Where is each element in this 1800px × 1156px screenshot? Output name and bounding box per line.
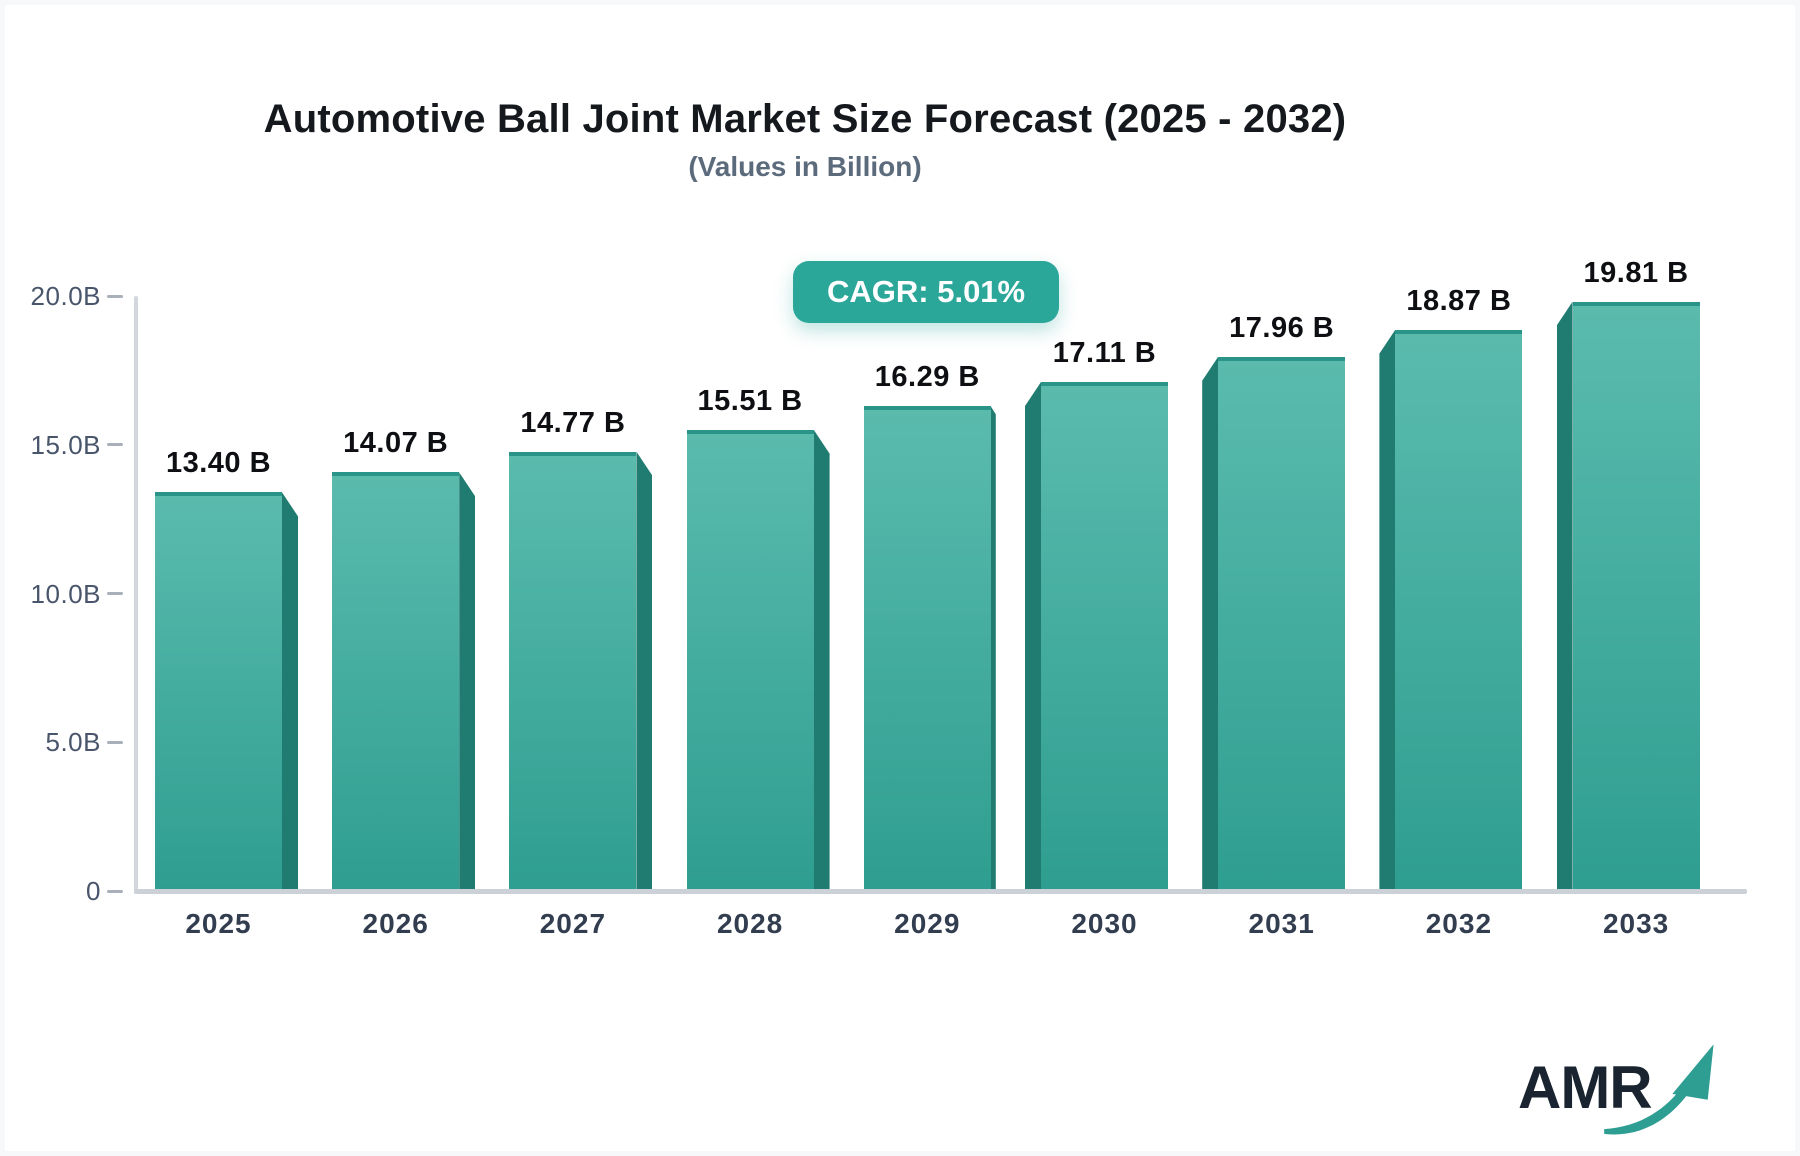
- y-axis-label: 10.0B: [30, 578, 101, 609]
- x-axis-label: 2028: [716, 908, 784, 939]
- bar-3d-side: [459, 472, 476, 891]
- bar-2026: [332, 472, 460, 891]
- bar-value-label: 17.96 B: [1229, 311, 1335, 344]
- x-axis-label: 2026: [362, 908, 429, 939]
- cagr-badge: CAGR: 5.01%: [793, 261, 1060, 323]
- bar-value-label: 18.87 B: [1406, 284, 1512, 317]
- bar-value-label: 15.51 B: [697, 384, 803, 417]
- bar-2025: [155, 492, 282, 891]
- bar-value-label: 17.11 B: [1052, 336, 1157, 369]
- growth-arrow-icon: [1604, 1044, 1714, 1135]
- bar-chart-plot-area: 0 5.0B 10.0B 15.0B 20.0B 13.40 B 2025 14.07 B 20…: [5, 5, 1795, 1151]
- bar-2033: [1572, 301, 1700, 891]
- y-axis-label: 15.0B: [30, 429, 101, 460]
- x-axis-label: 2025: [185, 908, 252, 939]
- y-axis-tick: [107, 294, 123, 298]
- bar-3d-side: [813, 429, 830, 891]
- bar-3d-side: [1556, 301, 1573, 891]
- x-axis-label: 2033: [1602, 908, 1670, 939]
- bar-3d-side: [1202, 356, 1219, 891]
- y-axis-label: 5.0B: [45, 727, 101, 758]
- bar-2029: [863, 406, 991, 891]
- y-axis-tick: [107, 592, 123, 595]
- x-axis-label: 2027: [539, 908, 607, 939]
- bar-2028: [686, 429, 814, 891]
- bar-3d-side: [636, 451, 653, 891]
- y-axis-tick: [107, 889, 123, 893]
- bar-value-label: 19.81 B: [1583, 256, 1689, 289]
- bar-2032: [1395, 329, 1523, 891]
- x-axis-label: 2031: [1248, 908, 1315, 939]
- bar-2027: [509, 451, 637, 891]
- chart-title: Automotive Ball Joint Market Size Foreca…: [263, 97, 1347, 141]
- bar-3d-side: [282, 492, 298, 891]
- bar-value-label: 16.29 B: [874, 361, 980, 394]
- bar-3d-side: [1025, 381, 1041, 891]
- amr-logo-text: AMR: [1518, 1054, 1653, 1121]
- y-axis-line: [134, 296, 138, 891]
- x-axis-label: 2029: [894, 908, 961, 939]
- y-axis-tick: [107, 740, 123, 744]
- y-axis-label: 0: [86, 876, 101, 906]
- bar-2030: [1041, 381, 1168, 891]
- x-axis-label: 2030: [1071, 908, 1138, 939]
- y-axis-label: 20.0B: [30, 281, 101, 311]
- bar-value-label: 13.40 B: [165, 447, 272, 480]
- bar-3d-side: [1379, 329, 1396, 891]
- amr-logo: AMR: [1510, 1035, 1730, 1135]
- bar-value-label: 14.77 B: [520, 406, 626, 439]
- bar-3d-side: [990, 406, 996, 891]
- chart-subtitle: (Values in Billion): [688, 151, 922, 182]
- x-axis-label: 2032: [1425, 908, 1493, 939]
- bar-value-label: 14.07 B: [343, 427, 449, 460]
- bar-2031: [1218, 356, 1346, 891]
- y-axis-tick: [107, 443, 123, 447]
- x-axis-line: [134, 889, 1747, 894]
